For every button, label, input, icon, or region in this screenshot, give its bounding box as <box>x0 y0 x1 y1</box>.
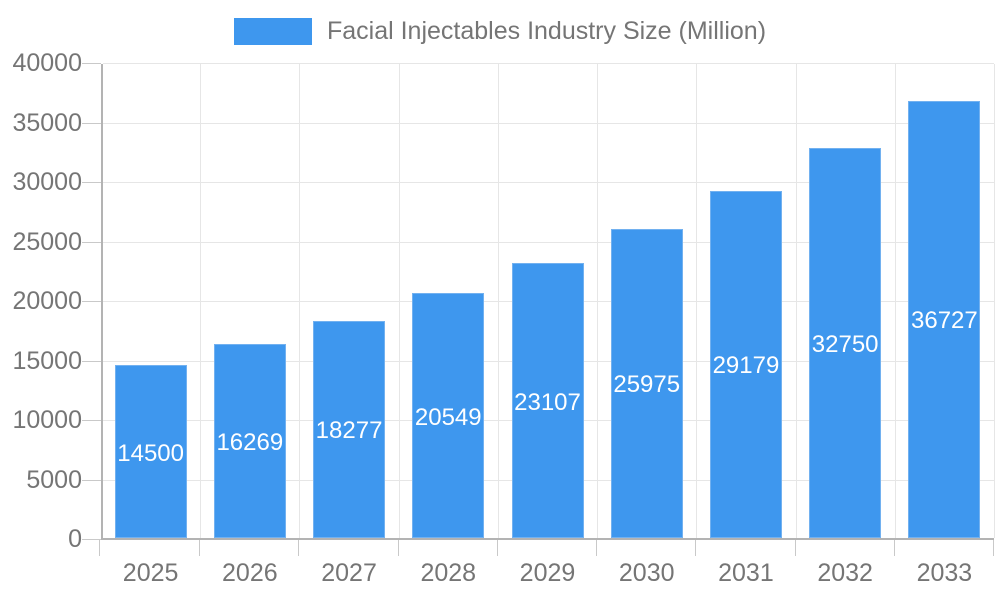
y-tick-label: 10000 <box>12 406 82 434</box>
bar <box>809 148 882 538</box>
x-gridline <box>497 64 499 538</box>
y-tick-label: 15000 <box>12 346 82 375</box>
x-tick-mark <box>893 540 895 556</box>
y-gridline <box>103 241 994 243</box>
y-tick-mark <box>82 122 101 124</box>
y-gridline <box>103 182 994 183</box>
bar <box>908 100 981 538</box>
bar <box>213 344 286 538</box>
bar-value-label: 20549 <box>414 403 482 431</box>
x-tick-mark <box>496 540 498 556</box>
y-tick-label: 40000 <box>12 49 82 77</box>
y-gridline <box>103 63 994 64</box>
bar <box>610 228 683 538</box>
y-tick-mark <box>82 420 101 421</box>
bar-value-label: 36727 <box>911 307 978 335</box>
y-tick-label: 5000 <box>26 465 82 494</box>
plot-area: 14500 16269 18277 20549 23107 25975 29179 32750… <box>101 63 995 540</box>
y-tick-mark <box>82 241 101 243</box>
bar-value-label: 23107 <box>514 388 581 416</box>
y-tick-label: 20000 <box>12 287 82 315</box>
y-tick-mark <box>82 63 101 64</box>
legend: Facial Injectables Industry Size (Millio… <box>0 18 1000 45</box>
legend-label: Facial Injectables Industry Size (Millio… <box>326 17 767 45</box>
bar-value-label: 25975 <box>613 371 681 399</box>
bar <box>709 190 782 538</box>
x-tick-mark <box>993 540 994 556</box>
x-tick-label: 2028 <box>420 559 477 587</box>
bar-value-label: 16269 <box>216 429 284 457</box>
x-tick-label: 2030 <box>618 559 675 587</box>
y-gridline <box>103 122 994 124</box>
x-gridline <box>200 64 202 538</box>
bar <box>511 263 584 538</box>
x-gridline <box>894 64 896 538</box>
x-tick-mark <box>695 540 697 556</box>
x-tick-mark <box>298 540 300 556</box>
x-gridline <box>299 64 301 538</box>
x-tick-mark <box>397 540 399 556</box>
y-tick-mark <box>82 301 101 302</box>
bar-value-label: 29179 <box>712 352 780 380</box>
x-tick-label: 2029 <box>519 559 576 587</box>
x-tick-mark <box>199 540 201 556</box>
y-tick-mark <box>82 360 101 362</box>
x-tick-label: 2025 <box>122 559 179 587</box>
y-tick-mark <box>82 182 101 183</box>
x-gridline <box>994 64 995 538</box>
bar <box>412 293 485 538</box>
x-tick-label: 2033 <box>916 559 973 587</box>
x-tick-mark <box>596 540 598 556</box>
x-gridline <box>795 64 797 538</box>
x-gridline <box>696 64 698 538</box>
y-tick-mark <box>82 479 101 481</box>
legend-swatch <box>233 18 312 45</box>
x-tick-label: 2031 <box>718 559 774 587</box>
x-tick-mark <box>794 540 796 556</box>
y-tick-mark <box>82 539 101 540</box>
y-tick-label: 0 <box>68 525 82 553</box>
bar-value-label: 14500 <box>117 439 184 467</box>
x-tick-label: 2027 <box>321 559 377 587</box>
y-tick-label: 30000 <box>12 168 82 196</box>
x-tick-label: 2032 <box>817 559 873 587</box>
y-tick-label: 35000 <box>12 108 82 137</box>
x-gridline <box>597 64 599 538</box>
bar-value-label: 32750 <box>811 331 879 359</box>
bar <box>114 365 187 538</box>
x-gridline <box>398 64 400 538</box>
y-tick-label: 25000 <box>12 227 82 256</box>
bar <box>313 320 386 538</box>
x-tick-label: 2026 <box>222 559 278 587</box>
x-tick-mark <box>99 540 100 556</box>
bar-value-label: 18277 <box>315 417 383 445</box>
